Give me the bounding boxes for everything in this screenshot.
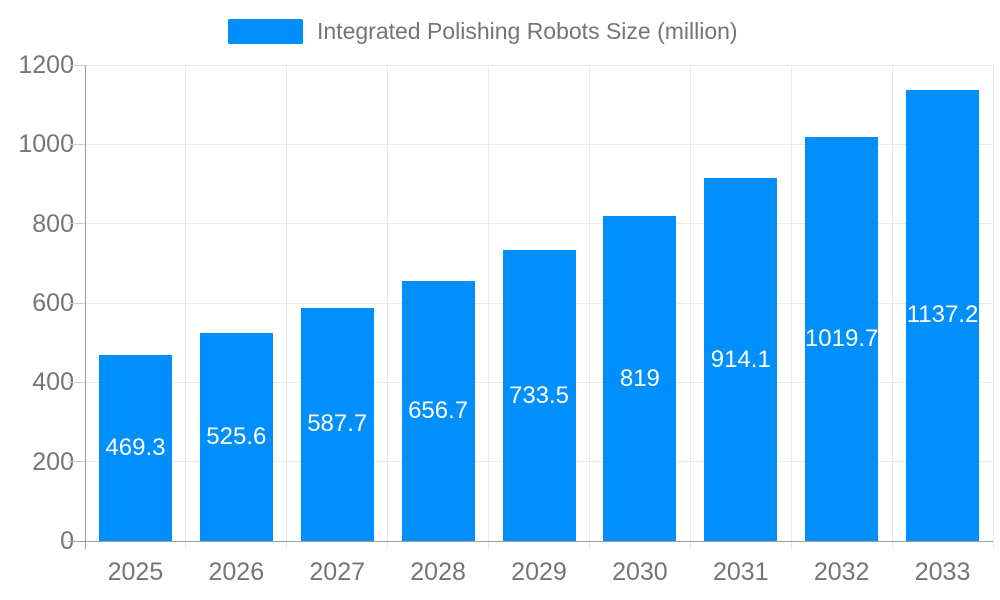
x-axis-tick-label: 2029 xyxy=(511,558,567,586)
y-tick-mark xyxy=(68,143,85,145)
bar-value-label: 656.7 xyxy=(408,396,469,424)
v-gridline xyxy=(488,65,490,550)
v-gridline xyxy=(992,65,994,550)
bar-value-label: 587.7 xyxy=(307,410,368,438)
y-tick-mark xyxy=(68,381,85,383)
x-axis-tick-label: 2031 xyxy=(712,558,769,586)
bar: 819 xyxy=(603,216,677,541)
h-gridline xyxy=(85,223,993,225)
bar: 525.6 xyxy=(199,332,273,541)
bar: 587.7 xyxy=(300,307,374,541)
bar-value-label: 525.6 xyxy=(206,422,267,450)
bar: 656.7 xyxy=(401,280,475,541)
x-axis-tick-label: 2028 xyxy=(410,558,466,586)
h-gridline xyxy=(85,64,993,66)
y-axis-tick-label: 400 xyxy=(32,368,74,397)
y-axis-tick-label: 600 xyxy=(32,289,74,317)
bar: 914.1 xyxy=(704,178,778,541)
bar: 1137.2 xyxy=(906,89,980,541)
v-gridline xyxy=(689,65,691,550)
bar: 1019.7 xyxy=(805,136,878,541)
y-axis-tick-label: 1200 xyxy=(18,51,74,79)
y-axis-tick-label: 0 xyxy=(60,527,74,555)
x-axis-tick-label: 2030 xyxy=(612,558,668,586)
y-tick-mark xyxy=(68,302,85,304)
plot-area: 469.3 525.6 587.7 656.7 733.5 819 914.1 1019.7 1… xyxy=(68,64,994,550)
y-axis-tick-label: 1000 xyxy=(18,130,74,159)
bar-value-label: 1019.7 xyxy=(804,324,879,352)
bar: 733.5 xyxy=(502,250,576,541)
v-gridline xyxy=(790,65,792,550)
legend-swatch xyxy=(228,19,303,44)
bar-value-label: 1137.2 xyxy=(906,301,979,329)
legend-label: Integrated Polishing Robots Size (millio… xyxy=(317,18,738,44)
x-axis-tick-label: 2027 xyxy=(309,558,366,586)
bar-value-label: 819 xyxy=(619,364,660,392)
v-gridline xyxy=(286,65,288,550)
bar-value-label: 469.3 xyxy=(105,433,166,461)
x-axis-tick-label: 2025 xyxy=(107,558,164,586)
x-axis-tick-label: 2033 xyxy=(914,558,971,586)
y-axis-tick-label: 800 xyxy=(32,209,74,238)
bar: 469.3 xyxy=(98,354,172,541)
x-axis-tick-label: 2026 xyxy=(208,558,265,586)
v-gridline xyxy=(891,65,893,550)
y-axis-tick-label: 200 xyxy=(32,447,74,476)
v-gridline xyxy=(387,65,389,550)
v-gridline xyxy=(588,65,590,550)
y-axis-line xyxy=(85,65,86,549)
h-gridline xyxy=(85,143,993,145)
x-axis-tick-label: 2032 xyxy=(813,558,870,586)
x-axis-line xyxy=(68,541,993,542)
v-gridline xyxy=(185,65,187,550)
bar-value-label: 733.5 xyxy=(508,381,570,409)
y-tick-mark xyxy=(68,64,85,66)
legend-item[interactable]: Integrated Polishing Robots Size (millio… xyxy=(228,18,738,45)
y-tick-mark xyxy=(68,461,85,463)
bar-value-label: 914.1 xyxy=(710,345,771,373)
y-tick-mark xyxy=(68,223,85,225)
